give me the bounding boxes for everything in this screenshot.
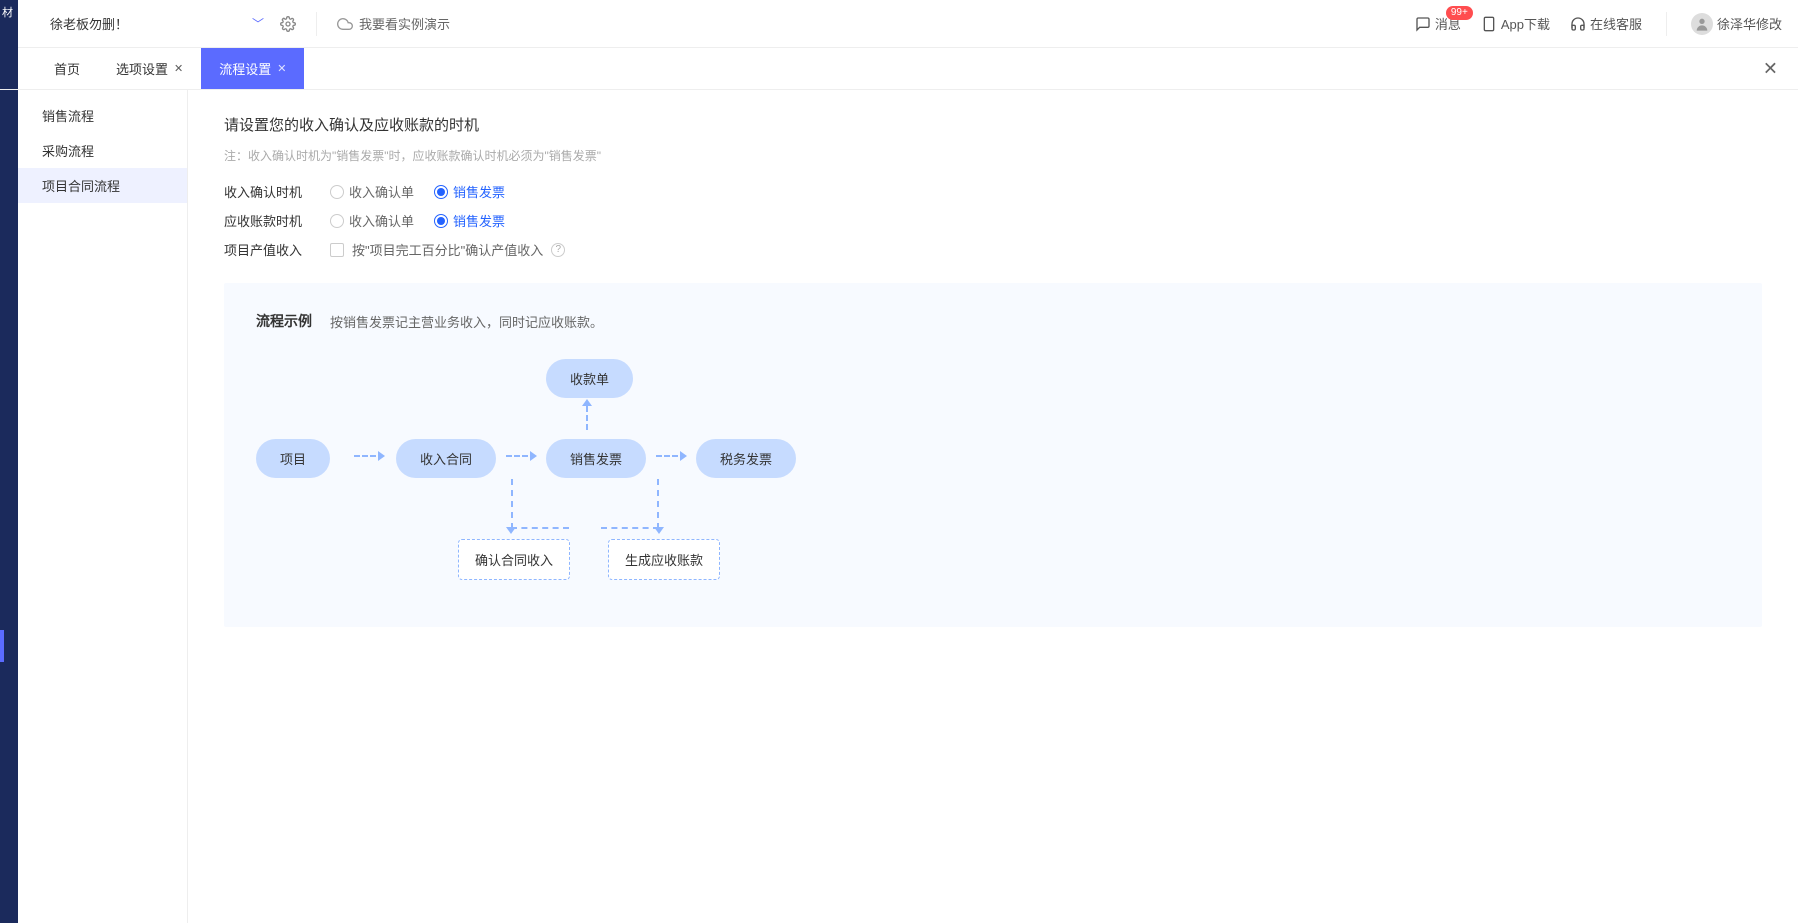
node-receipt: 收款单: [546, 359, 633, 398]
node-label: 收入合同: [420, 452, 472, 467]
node-label: 销售发票: [570, 452, 622, 467]
node-gen-receivable: 生成应收账款: [608, 539, 720, 580]
tab-flow-label: 流程设置: [219, 59, 271, 78]
page-note: 注：收入确认时机为"销售发票"时，应收账款确认时机必须为"销售发票": [224, 147, 1762, 164]
radio-label: 销售发票: [453, 211, 505, 230]
form-label: 应收账款时机: [224, 211, 312, 230]
headset-icon: [1570, 15, 1586, 32]
flow-description: 按销售发票记主营业务收入，同时记应收账款。: [330, 312, 603, 331]
service-button[interactable]: 在线客服: [1570, 14, 1642, 33]
demo-link[interactable]: 我要看实例演示: [337, 14, 450, 33]
help-icon[interactable]: ?: [551, 243, 565, 257]
gear-icon[interactable]: [280, 15, 296, 32]
avatar-icon: [1691, 13, 1713, 35]
left-nav-label: 材: [2, 4, 13, 20]
flow-panel: 流程示例 按销售发票记主营业务收入，同时记应收账款。 收款单 项目 收入合同: [224, 283, 1762, 627]
demo-link-label: 我要看实例演示: [359, 14, 450, 33]
page-title: 请设置您的收入确认及应收账款的时机: [224, 114, 1762, 135]
topbar-right: 消息 99+ App下载 在线客服 徐泽华修改: [1415, 12, 1782, 36]
radio-income-confirm-order[interactable]: 收入确认单: [330, 211, 414, 230]
topbar: 徐老板勿删！ ﹀ 我要看实例演示 消息 99+ App下载: [0, 0, 1798, 48]
company-selector[interactable]: 徐老板勿删！ ﹀: [42, 10, 272, 37]
arrow-right-icon: [354, 451, 385, 461]
tabbar-close-button[interactable]: ✕: [1755, 54, 1786, 83]
node-label: 确认合同收入: [475, 553, 553, 568]
checkbox-project-percent[interactable]: [330, 243, 344, 257]
arrow-right-icon: [506, 451, 537, 461]
radio-label: 收入确认单: [349, 182, 414, 201]
service-label: 在线客服: [1590, 14, 1642, 33]
close-icon[interactable]: ✕: [277, 62, 286, 75]
tabbar: 首页 选项设置 ✕ 流程设置 ✕ ✕: [0, 48, 1798, 90]
topbar-divider: [1666, 12, 1667, 36]
form-label: 收入确认时机: [224, 182, 312, 201]
node-confirm-income: 确认合同收入: [458, 539, 570, 580]
username: 徐泽华修改: [1717, 14, 1782, 33]
flow-title: 流程示例: [256, 311, 312, 331]
node-sales-invoice: 销售发票: [546, 439, 646, 478]
form-row-receivable: 应收账款时机 收入确认单 销售发票: [224, 211, 1762, 230]
sidebar-item-label: 项目合同流程: [42, 179, 120, 194]
left-nav-accent: [0, 630, 4, 662]
radio-group: 收入确认单 销售发票: [330, 182, 505, 201]
phone-icon: [1481, 15, 1497, 32]
flow-header: 流程示例 按销售发票记主营业务收入，同时记应收账款。: [256, 311, 1730, 331]
node-income-contract: 收入合同: [396, 439, 496, 478]
radio-sales-invoice[interactable]: 销售发票: [434, 211, 505, 230]
node-label: 项目: [280, 452, 306, 467]
tab-options-label: 选项设置: [116, 59, 168, 78]
node-project: 项目: [256, 439, 330, 478]
arrow-down-icon: [654, 527, 664, 534]
left-nav-stub: 材: [0, 0, 18, 923]
arrow-down-icon: [506, 527, 516, 534]
app-download-button[interactable]: App下载: [1481, 14, 1550, 33]
tab-home[interactable]: 首页: [36, 48, 98, 89]
form-row-income-confirm: 收入确认时机 收入确认单 销售发票: [224, 182, 1762, 201]
form-label: 项目产值收入: [224, 240, 312, 259]
node-label: 生成应收账款: [625, 553, 703, 568]
app-download-label: App下载: [1501, 14, 1550, 33]
divider: [316, 12, 317, 36]
radio-icon: [434, 214, 448, 228]
chevron-down-icon: ﹀: [252, 15, 264, 32]
message-badge: 99+: [1446, 6, 1473, 20]
arrow-up-icon: [582, 399, 592, 430]
radio-label: 销售发票: [453, 182, 505, 201]
sidebar-item-purchase[interactable]: 采购流程: [18, 133, 187, 168]
sidebar-item-project[interactable]: 项目合同流程: [18, 168, 187, 203]
sidebar-item-label: 销售流程: [42, 109, 94, 124]
message-button[interactable]: 消息 99+: [1415, 14, 1461, 33]
arrow-right-icon: [656, 451, 687, 461]
main: 销售流程 采购流程 项目合同流程 请设置您的收入确认及应收账款的时机 注：收入确…: [18, 90, 1798, 923]
message-icon: [1415, 15, 1431, 32]
radio-icon: [330, 185, 344, 199]
node-label: 税务发票: [720, 452, 772, 467]
close-icon[interactable]: ✕: [174, 62, 183, 75]
tab-options[interactable]: 选项设置 ✕: [98, 48, 201, 89]
checkbox-label: 按"项目完工百分比"确认产值收入: [352, 240, 543, 259]
radio-group: 收入确认单 销售发票: [330, 211, 505, 230]
sidebar-item-sales[interactable]: 销售流程: [18, 98, 187, 133]
radio-label: 收入确认单: [349, 211, 414, 230]
sidebar: 销售流程 采购流程 项目合同流程: [18, 90, 188, 923]
checkbox-row: 按"项目完工百分比"确认产值收入 ?: [330, 240, 565, 259]
radio-icon: [330, 214, 344, 228]
company-name: 徐老板勿删！: [50, 14, 128, 33]
user-menu[interactable]: 徐泽华修改: [1691, 13, 1782, 35]
topbar-left: 徐老板勿删！ ﹀ 我要看实例演示: [42, 10, 450, 37]
node-label: 收款单: [570, 372, 609, 387]
content: 请设置您的收入确认及应收账款的时机 注：收入确认时机为"销售发票"时，应收账款确…: [188, 90, 1798, 923]
flow-diagram: 收款单 项目 收入合同 销售发票: [256, 359, 1730, 599]
tab-flow[interactable]: 流程设置 ✕: [201, 48, 304, 89]
dashed-path: [601, 479, 659, 529]
cloud-icon: [337, 15, 353, 32]
form-row-project-value: 项目产值收入 按"项目完工百分比"确认产值收入 ?: [224, 240, 1762, 259]
dashed-path: [511, 479, 569, 529]
radio-icon: [434, 185, 448, 199]
tab-home-label: 首页: [54, 59, 80, 78]
node-tax-invoice: 税务发票: [696, 439, 796, 478]
radio-income-confirm-order[interactable]: 收入确认单: [330, 182, 414, 201]
radio-sales-invoice[interactable]: 销售发票: [434, 182, 505, 201]
sidebar-item-label: 采购流程: [42, 144, 94, 159]
